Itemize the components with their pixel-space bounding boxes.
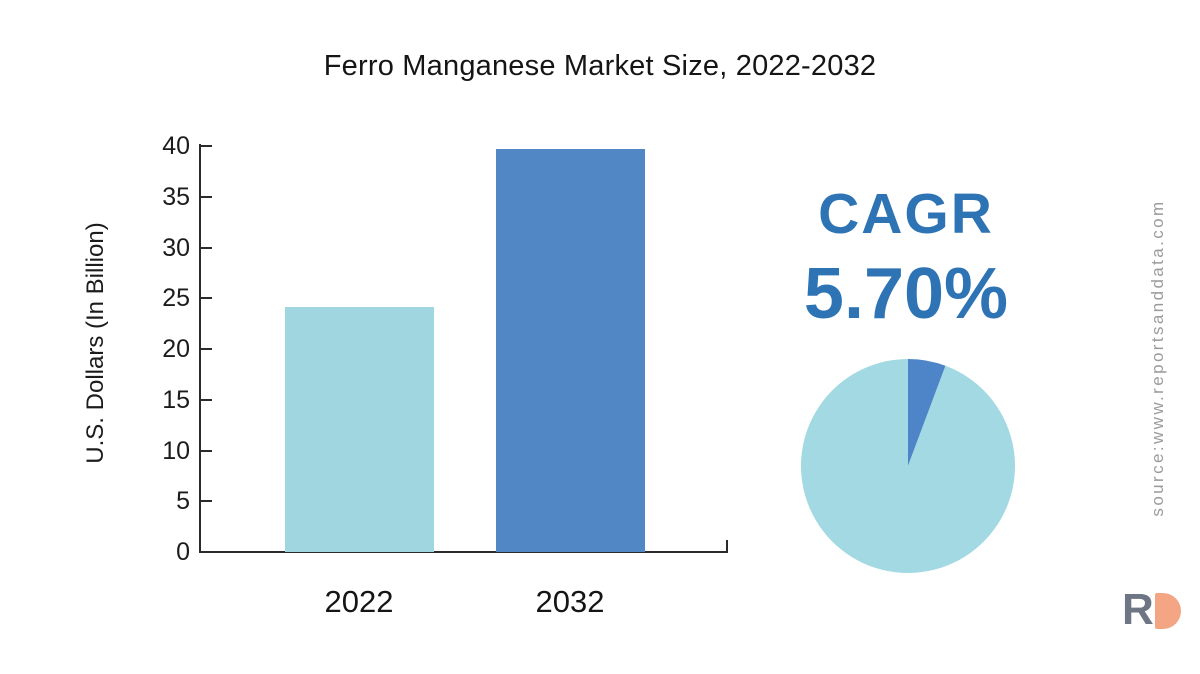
y-axis-line <box>199 144 201 553</box>
y-tick-mark <box>201 449 212 452</box>
source-note: source:www.reportsanddata.com <box>1148 199 1167 517</box>
y-tick-label: 25 <box>162 284 190 313</box>
pie-slice-CAGR-share <box>908 359 946 466</box>
y-tick-label: 20 <box>162 335 190 363</box>
x-axis-end-tick <box>726 540 728 552</box>
y-tick-mark <box>201 348 212 350</box>
y-tick-mark <box>201 500 212 503</box>
y-tick-mark <box>201 398 212 401</box>
bar-2022 <box>284 307 434 552</box>
x-tick-label-2032: 2032 <box>535 584 605 619</box>
y-tick-mark <box>201 145 212 147</box>
bar-2032 <box>495 149 645 552</box>
x-axis-line <box>199 551 728 553</box>
y-axis-title: U.S. Dollars (In Billion) <box>82 222 109 464</box>
chart-title: Ferro Manganese Market Size, 2022-2032 <box>323 50 877 82</box>
y-tick-mark <box>201 297 212 300</box>
y-tick-mark <box>201 195 212 198</box>
logo-letter-r: R <box>1122 585 1154 634</box>
cagr-label: CAGR <box>818 182 994 246</box>
pie-chart <box>801 359 1016 573</box>
y-tick-label: 5 <box>176 487 190 516</box>
y-tick-label: 35 <box>162 182 190 211</box>
y-tick-label: 0 <box>176 538 190 566</box>
y-tick-mark <box>201 551 212 553</box>
y-tick-label: 40 <box>162 132 190 160</box>
pie-slice-remainder <box>801 359 1016 573</box>
cagr-value: 5.70% <box>803 254 1009 334</box>
y-tick-label: 15 <box>162 385 190 414</box>
y-tick-label: 10 <box>162 436 190 465</box>
x-tick-label-2022: 2022 <box>324 584 394 619</box>
logo-d-shape-icon <box>1155 593 1181 629</box>
brand-logo: R <box>1122 585 1188 634</box>
y-tick-label: 30 <box>162 233 190 262</box>
y-tick-mark <box>201 246 212 249</box>
